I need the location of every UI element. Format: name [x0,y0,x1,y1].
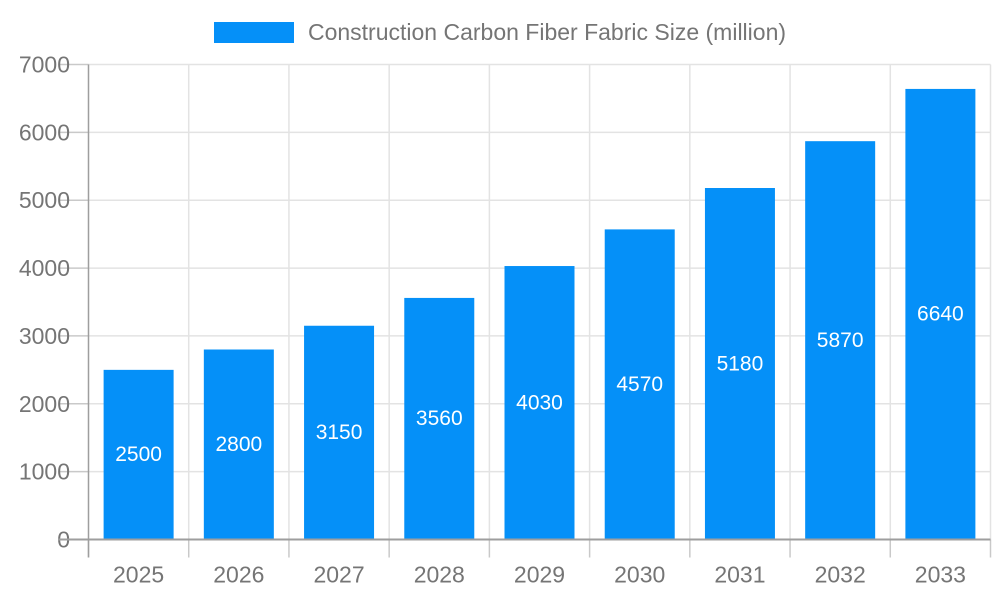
x-tick-label: 2032 [815,562,866,588]
x-tick-label: 2028 [414,562,465,588]
x-tick-label: 2031 [714,562,765,588]
bar[interactable] [203,349,274,540]
bar-value-label: 2800 [215,433,262,456]
bar-value-label: 3150 [316,421,363,444]
bar[interactable] [704,188,775,540]
bar[interactable] [805,141,876,540]
bar[interactable] [404,297,475,540]
bar-value-label: 5180 [717,352,764,375]
legend[interactable]: Construction Carbon Fiber Fabric Size (m… [0,17,1000,47]
bar[interactable] [103,369,174,540]
x-tick-label: 2025 [113,562,164,588]
y-tick-label: 1000 [19,459,70,485]
bar-value-label: 4570 [616,373,663,396]
x-tick-label: 2033 [915,562,966,588]
y-tick-label: 3000 [19,323,70,349]
y-tick-label: 5000 [19,187,70,213]
y-tick-label: 4000 [19,255,70,281]
y-tick-label: 6000 [19,119,70,145]
bar-value-label: 3560 [416,407,463,430]
bar-value-label: 5870 [817,329,864,352]
bar[interactable] [604,229,675,540]
x-tick-label: 2030 [614,562,665,588]
y-tick-label: 2000 [19,391,70,417]
x-tick-label: 2029 [514,562,565,588]
bar-value-label: 4030 [516,391,563,414]
legend-swatch [213,21,294,43]
y-tick-label: 7000 [19,52,70,78]
bar[interactable] [504,266,575,540]
x-tick-label: 2027 [313,562,364,588]
bar-value-label: 6640 [917,303,964,326]
bar[interactable] [304,325,375,540]
legend-label: Construction Carbon Fiber Fabric Size (m… [307,18,787,45]
x-tick-label: 2026 [213,562,264,588]
bar-value-label: 2500 [115,443,162,466]
bar[interactable] [905,88,976,540]
